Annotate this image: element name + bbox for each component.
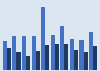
Bar	[3, 41, 7, 70]
Bar	[22, 36, 26, 70]
Bar	[74, 50, 78, 70]
Bar	[60, 26, 64, 70]
Bar	[45, 45, 49, 70]
Bar	[26, 56, 30, 70]
Bar	[55, 44, 59, 70]
Bar	[7, 48, 11, 70]
Bar	[41, 7, 45, 70]
Bar	[16, 52, 20, 70]
Bar	[51, 35, 55, 70]
Bar	[84, 52, 88, 70]
Bar	[70, 39, 74, 70]
Bar	[12, 36, 16, 70]
Bar	[36, 51, 40, 70]
Bar	[64, 44, 68, 70]
Bar	[32, 36, 36, 70]
Bar	[80, 40, 83, 70]
Bar	[89, 32, 93, 70]
Bar	[93, 46, 97, 70]
